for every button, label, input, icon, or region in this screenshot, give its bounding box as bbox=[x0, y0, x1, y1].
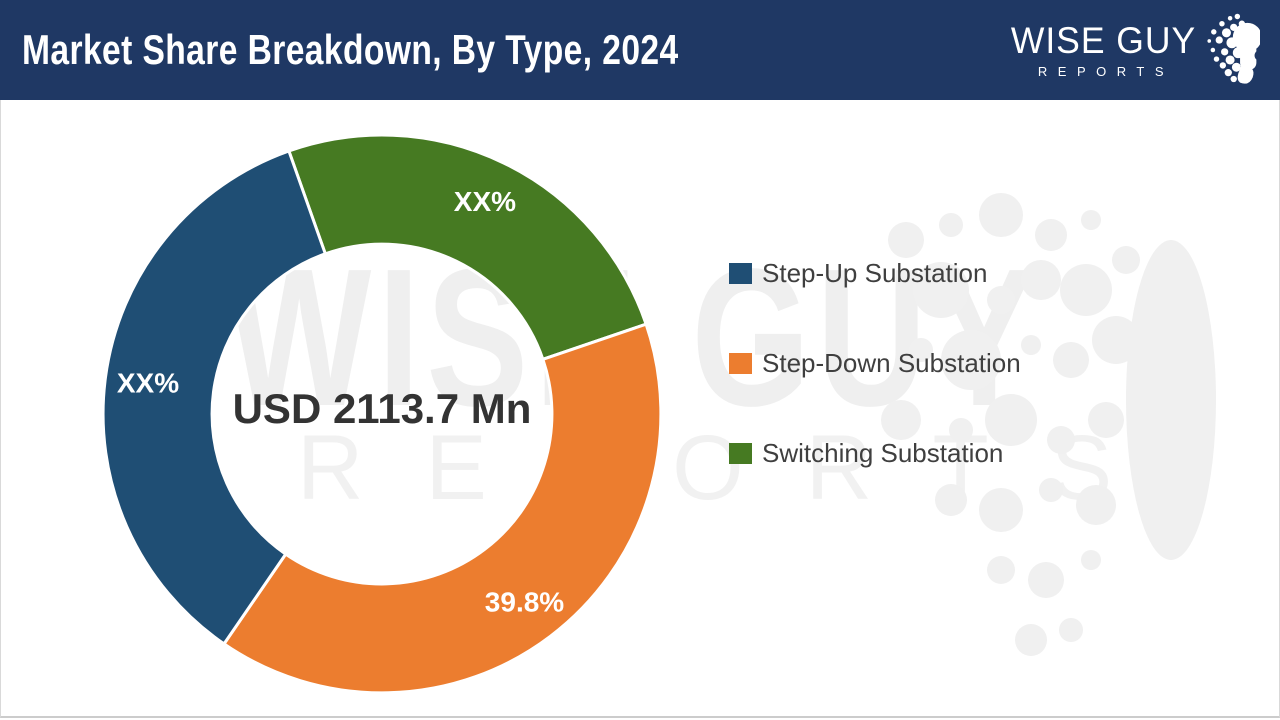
legend-swatch-icon bbox=[729, 442, 752, 464]
donut-segment-step-up-substation bbox=[101, 149, 328, 646]
chart-legend: Step-Up Substation Step-Down Substation Sw… bbox=[729, 258, 1021, 528]
watermark-head-dots bbox=[881, 193, 1216, 656]
wiseguy-logo-text: WISE GUY REPORTS bbox=[1007, 22, 1200, 79]
wiseguy-logo-sub: REPORTS bbox=[1037, 63, 1175, 79]
donut-segment-step-down-substation bbox=[221, 322, 663, 695]
wiseguy-logo: WISE GUY REPORTS bbox=[1007, 10, 1260, 90]
wiseguy-head-icon bbox=[1207, 13, 1260, 84]
donut-segment-switching-substation bbox=[286, 133, 649, 362]
chart-center-value: USD 2113.7 Mn bbox=[232, 385, 532, 432]
legend-label: Step-Up Substation bbox=[762, 257, 988, 288]
legend-label: Step-Down Substation bbox=[762, 347, 1021, 378]
segment-value-label: XX% bbox=[454, 186, 516, 217]
legend-item: Step-Down Substation bbox=[729, 348, 1021, 378]
legend-label: Switching Substation bbox=[762, 437, 1004, 468]
legend-swatch-icon bbox=[729, 262, 752, 284]
legend-item: Step-Up Substation bbox=[729, 258, 1021, 288]
page-title: Market Share Breakdown, By Type, 2024 bbox=[22, 26, 679, 73]
wiseguy-logo-name: WISE GUY bbox=[1010, 19, 1197, 61]
legend-item: Switching Substation bbox=[729, 438, 1021, 468]
watermark-text-line2: REPORTS bbox=[297, 417, 1175, 519]
segment-value-label: 39.8% bbox=[485, 587, 564, 618]
legend-swatch-icon bbox=[729, 352, 752, 374]
segment-value-label: XX% bbox=[117, 368, 179, 399]
header-bar: Market Share Breakdown, By Type, 2024 WI… bbox=[0, 0, 1280, 100]
